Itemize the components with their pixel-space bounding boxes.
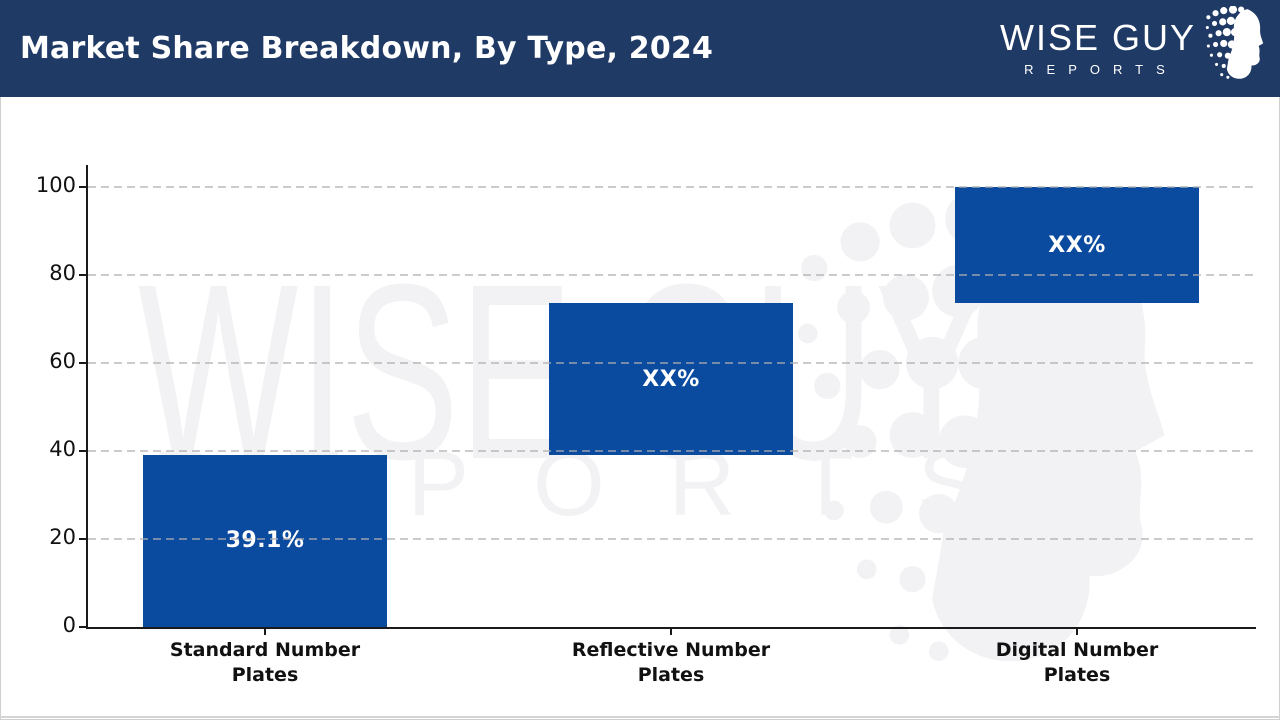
bar-1: 39.1% xyxy=(143,454,387,627)
brand-logo: WISE GUY REPORTS xyxy=(1000,6,1266,88)
y-tick-mark-40 xyxy=(79,450,88,452)
bar-3: XX% xyxy=(955,187,1199,304)
x-axis-spine xyxy=(86,627,1256,629)
y-axis-spine xyxy=(86,165,88,629)
chart-title: Market Share Breakdown, By Type, 2024 xyxy=(20,31,714,66)
category-label-3: Digital Number Plates xyxy=(995,639,1159,686)
y-tick-mark-60 xyxy=(79,362,88,364)
y-tick-mark-100 xyxy=(79,186,88,188)
x-tick-mark-2 xyxy=(670,627,672,635)
y-tick-mark-20 xyxy=(79,538,88,540)
category-label-1: Standard Number Plates xyxy=(169,639,361,686)
bar-value-label: XX% xyxy=(1048,232,1106,258)
gridline-40 xyxy=(88,450,1256,452)
y-tick-label-100: 100 xyxy=(35,173,76,197)
y-tick-mark-80 xyxy=(79,274,88,276)
gridline-100 xyxy=(88,186,1256,188)
gridline-60 xyxy=(88,362,1256,364)
y-tick-label-60: 60 xyxy=(49,349,76,373)
bar-value-label: XX% xyxy=(642,366,700,392)
y-tick-label-20: 20 xyxy=(49,525,76,549)
y-tick-label-80: 80 xyxy=(49,261,76,285)
y-tick-mark-0 xyxy=(79,626,88,628)
wiseguy-head-icon xyxy=(1205,6,1264,79)
header: Market Share Breakdown, By Type, 2024 WI… xyxy=(0,0,1280,97)
y-tick-label-0: 0 xyxy=(62,613,76,637)
category-label-2: Reflective Number Plates xyxy=(571,639,771,686)
bottom-border xyxy=(0,716,1280,718)
brand-logo-text: WISE GUY REPORTS xyxy=(1000,17,1196,77)
bar-2: XX% xyxy=(549,303,793,455)
gridline-80 xyxy=(88,274,1256,276)
logo-subtext: REPORTS xyxy=(1024,62,1178,77)
y-tick-label-40: 40 xyxy=(49,437,76,461)
gridline-20 xyxy=(88,538,1256,540)
bar-value-label: 39.1% xyxy=(225,528,305,554)
x-tick-mark-3 xyxy=(1076,627,1078,635)
x-tick-mark-1 xyxy=(264,627,266,635)
logo-wordmark: WISE GUY xyxy=(999,17,1196,58)
